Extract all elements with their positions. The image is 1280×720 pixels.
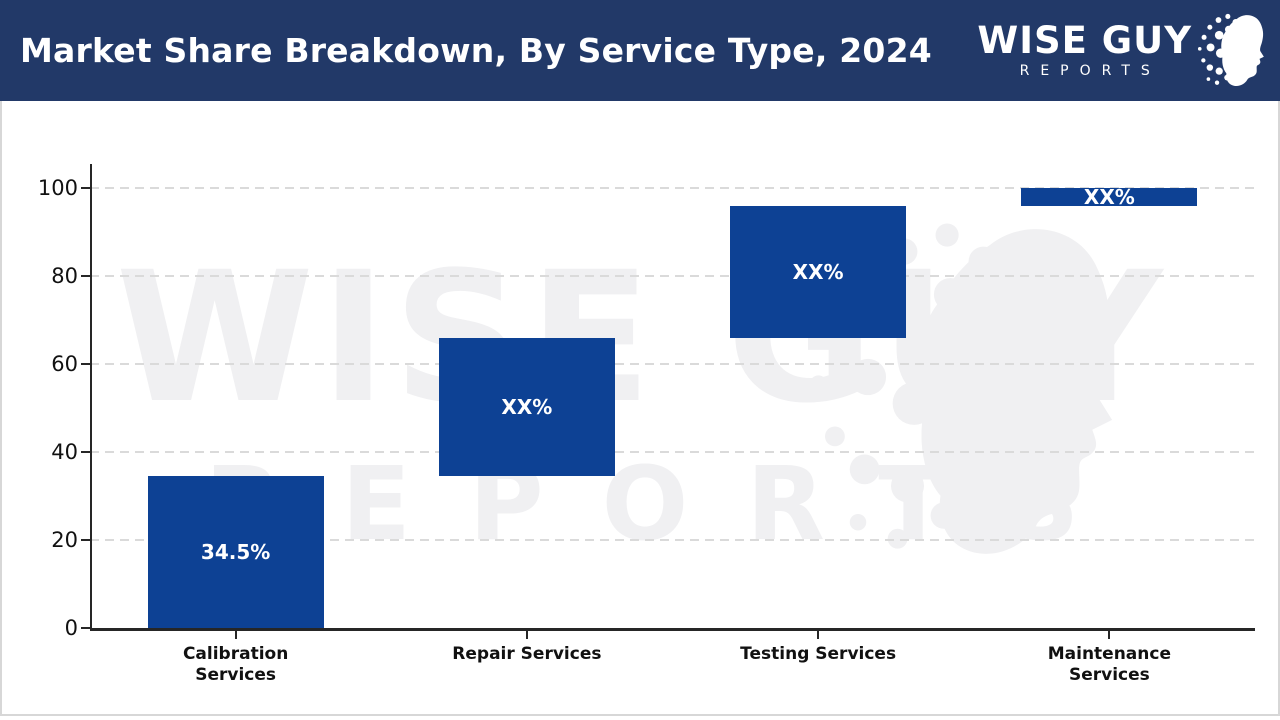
y-tick-mark (81, 275, 90, 277)
bar-calibration-services: 34.5% (147, 476, 324, 628)
dotted-face-icon (1194, 11, 1266, 91)
bar-value-label: XX% (501, 394, 553, 419)
y-tick-mark (81, 627, 90, 629)
bar-maintenance-services: XX% (1021, 184, 1198, 209)
y-tick-mark (81, 451, 90, 453)
y-tick-label: 0 (64, 616, 78, 640)
x-tick-mark (1108, 631, 1111, 639)
x-tick-mark (817, 631, 820, 639)
x-tick-label: Repair Services (452, 644, 602, 664)
waterfall-plot: 0 20 40 60 80 100 34.5% Calibration Services XX%… (2, 101, 1278, 714)
gridline (90, 363, 1255, 365)
page-title: Market Share Breakdown, By Service Type,… (20, 31, 932, 70)
x-tick-label: Testing Services (740, 644, 897, 664)
wise-guy-reports-logo: WISE GUY REPORTS (977, 11, 1266, 91)
gridline (90, 539, 1255, 541)
bar-testing-services: XX% (730, 205, 907, 338)
x-tick-label: Maintenance Services (1047, 644, 1171, 686)
logo-subtitle: REPORTS (1019, 63, 1161, 79)
y-tick-mark (81, 187, 90, 189)
y-tick-label: 60 (51, 352, 78, 376)
y-tick-label: 80 (51, 264, 78, 288)
y-tick-mark (81, 363, 90, 365)
gridline (90, 275, 1255, 277)
gridline (90, 187, 1255, 189)
x-axis-line (90, 628, 1255, 631)
y-tick-label: 100 (37, 176, 78, 200)
bar-repair-services: XX% (438, 337, 615, 477)
logo-wordmark: WISE GUY (977, 19, 1192, 62)
y-axis-line (90, 164, 92, 631)
header-bar: Market Share Breakdown, By Service Type,… (0, 0, 1280, 101)
gridline (90, 451, 1255, 453)
chart-canvas: WISE GUY REPORTS 0 20 40 60 80 100 34.5% Calibr… (0, 101, 1280, 716)
y-tick-mark (81, 539, 90, 541)
y-tick-label: 40 (51, 440, 78, 464)
x-tick-mark (525, 631, 528, 639)
y-tick-label: 20 (51, 528, 78, 552)
bar-value-label: XX% (792, 259, 844, 284)
bar-value-label: XX% (1083, 184, 1135, 209)
logo-text: WISE GUY REPORTS (977, 22, 1192, 79)
bar-value-label: 34.5% (200, 540, 271, 565)
x-tick-label: Calibration Services (182, 644, 289, 686)
x-tick-mark (234, 631, 237, 639)
